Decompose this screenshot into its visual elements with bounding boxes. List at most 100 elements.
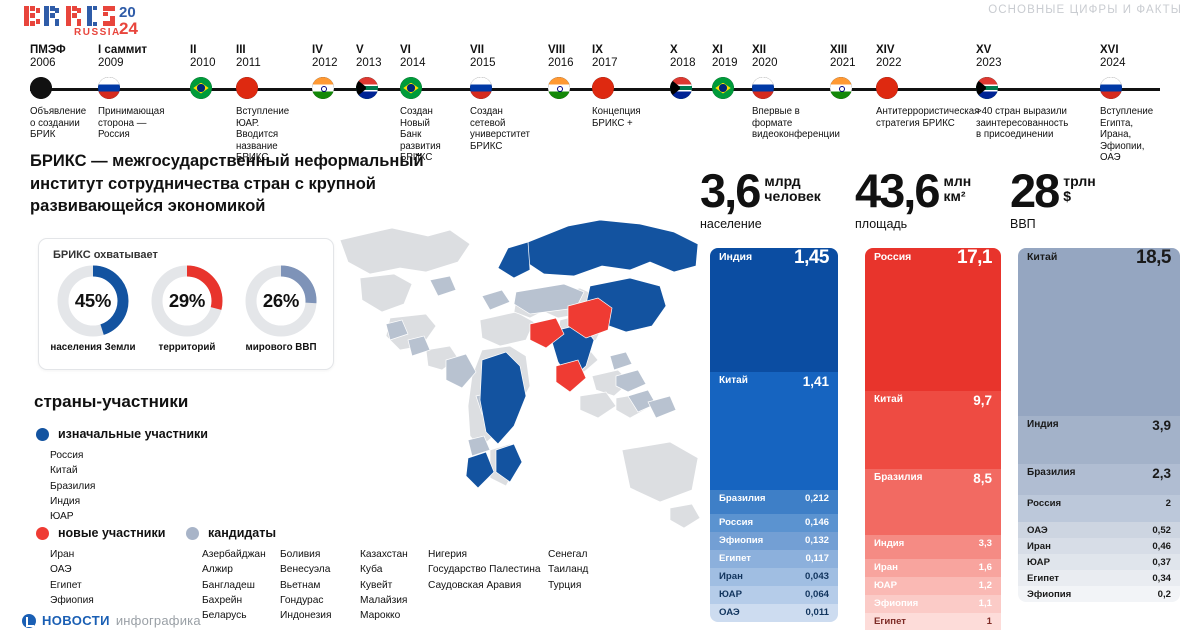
segment-country: ЮАР bbox=[719, 589, 742, 600]
legend-candidates: кандидаты bbox=[186, 526, 276, 540]
segment-country: Бразилия bbox=[874, 472, 923, 483]
segment-value: 0,132 bbox=[804, 535, 829, 546]
stack-segment[interactable]: Индия 1,45 bbox=[710, 248, 838, 372]
donut-ring: 45% bbox=[57, 265, 129, 337]
big-stat-caption: ВВП bbox=[1010, 217, 1036, 231]
timeline-flag-in-icon bbox=[312, 77, 334, 99]
stack-segment[interactable]: Египет 0,117 bbox=[710, 550, 838, 568]
stack-segment[interactable]: Иран 1,6 bbox=[865, 559, 1001, 577]
timeline-summit-number: VII bbox=[470, 44, 485, 56]
country-name: Гондурас bbox=[280, 594, 324, 606]
segment-country: Россия bbox=[874, 251, 912, 263]
timeline-item[interactable]: XVI 2024 Вступление Египта, Ирана, Эфиопии… bbox=[1100, 44, 1153, 163]
segment-country: Индия bbox=[719, 251, 753, 263]
donut-label: населения Земли bbox=[50, 342, 136, 353]
segment-value: 0,52 bbox=[1152, 525, 1171, 536]
stack-segment[interactable]: ЮАР 0,064 bbox=[710, 586, 838, 604]
timeline-summit-number: IX bbox=[592, 44, 603, 56]
timeline-flag-in-icon bbox=[830, 77, 852, 99]
stack-segment[interactable]: Россия 17,1 bbox=[865, 248, 1001, 391]
brand-name: НОВОСТИ bbox=[42, 613, 110, 628]
stack-segment[interactable]: Россия 2 bbox=[1018, 495, 1180, 522]
segment-value: 0,064 bbox=[804, 589, 829, 600]
big-stat-number: 43,6 bbox=[855, 164, 940, 217]
segment-country: Иран bbox=[874, 562, 898, 573]
timeline-item[interactable]: ПМЭФ 2006 Объявление о создании БРИК bbox=[30, 44, 86, 140]
stack-segment[interactable]: ОАЭ 0,52 bbox=[1018, 522, 1180, 538]
timeline-year: 2017 bbox=[592, 57, 618, 69]
timeline-description: >40 стран выразили заинтересованность в … bbox=[976, 106, 1069, 141]
timeline-year: 2023 bbox=[976, 57, 1002, 69]
segment-country: Египет bbox=[874, 616, 906, 627]
timeline-item[interactable]: X 2018 bbox=[670, 44, 696, 99]
timeline-description: Принимающая сторона — Россия bbox=[98, 106, 165, 141]
segment-country: Бразилия bbox=[1027, 467, 1076, 478]
timeline-item[interactable]: XII 2020 Впервые в формате видеоконференци… bbox=[752, 44, 840, 140]
stack-segment[interactable]: Китай 9,7 bbox=[865, 391, 1001, 469]
candidates-column-2: Боливия Венесуэла Вьетнам Гондурас Индонезия bbox=[280, 547, 332, 623]
stack-segment[interactable]: Иран 0,46 bbox=[1018, 538, 1180, 554]
segment-value: 8,5 bbox=[973, 471, 992, 486]
stack-segment[interactable]: Эфиопия 0,2 bbox=[1018, 586, 1180, 602]
timeline-item[interactable]: IV 2012 bbox=[312, 44, 338, 99]
timeline-summit-number: XV bbox=[976, 44, 992, 56]
stack-segment[interactable]: Эфиопия 0,132 bbox=[710, 532, 838, 550]
stack-segment[interactable]: Египет 1 bbox=[865, 613, 1001, 630]
stack-segment[interactable]: Иран 0,043 bbox=[710, 568, 838, 586]
legend-dot-new bbox=[36, 526, 49, 540]
timeline-item[interactable]: VII 2015 Создан сетевой универститет БРИКС bbox=[470, 44, 530, 152]
donut-value: 26% bbox=[262, 290, 300, 311]
segment-value: 1,41 bbox=[802, 374, 829, 389]
timeline-item[interactable]: III 2011 Вступление ЮАР. Вводится название… bbox=[236, 44, 289, 163]
stack-segment[interactable]: Индия 3,3 bbox=[865, 535, 1001, 559]
brics-2024-logo: 20 24 RUSSIA bbox=[24, 4, 138, 38]
timeline-item[interactable]: VIII 2016 bbox=[548, 44, 574, 99]
country-name: Иран bbox=[50, 549, 75, 560]
stack-segment[interactable]: Китай 18,5 bbox=[1018, 248, 1180, 416]
stack-segment[interactable]: Россия 0,146 bbox=[710, 514, 838, 532]
country-name: Китай bbox=[50, 465, 78, 477]
timeline-item[interactable]: I саммит 2009 Принимающая сторона — Россия bbox=[98, 44, 164, 140]
donut-value: 45% bbox=[74, 290, 112, 311]
timeline: ПМЭФ 2006 Объявление о создании БРИК I самм… bbox=[0, 44, 1200, 163]
country-name: Куба bbox=[360, 564, 383, 576]
country-name: Кувейт bbox=[360, 579, 393, 591]
big-stat-number: 28 bbox=[1010, 164, 1060, 217]
stack-segment[interactable]: Индия 3,9 bbox=[1018, 416, 1180, 464]
stack-segment[interactable]: ЮАР 1,2 bbox=[865, 577, 1001, 595]
stack-segment[interactable]: Бразилия 0,212 bbox=[710, 490, 838, 514]
timeline-summit-number: VI bbox=[400, 44, 411, 56]
big-stat-unit: млн км² bbox=[943, 173, 972, 204]
participants-title: страны-участники bbox=[34, 392, 189, 411]
country-name: Беларусь bbox=[202, 610, 247, 622]
segment-value: 0,212 bbox=[804, 493, 829, 504]
stack-segment[interactable]: Бразилия 2,3 bbox=[1018, 464, 1180, 495]
stack-segment[interactable]: Египет 0,34 bbox=[1018, 570, 1180, 586]
timeline-item[interactable]: IX 2017 Концепция БРИКС + bbox=[592, 44, 641, 129]
stack-segment[interactable]: Бразилия 8,5 bbox=[865, 469, 1001, 535]
segment-value: 0,37 bbox=[1152, 557, 1171, 568]
timeline-year: 2014 bbox=[400, 57, 426, 69]
timeline-item[interactable]: XI 2019 bbox=[712, 44, 738, 99]
timeline-year: 2024 bbox=[1100, 57, 1126, 69]
map-new-members bbox=[529, 297, 613, 393]
candidates-column-5: Сенегал Таиланд Турция bbox=[548, 547, 588, 593]
legend-new-members: новые участники bbox=[36, 526, 165, 540]
stack-segment[interactable]: Эфиопия 1,1 bbox=[865, 595, 1001, 613]
timeline-item[interactable]: V 2013 bbox=[356, 44, 382, 99]
stack-segment[interactable]: ЮАР 0,37 bbox=[1018, 554, 1180, 570]
segment-country: ОАЭ bbox=[719, 607, 740, 618]
timeline-flag-cn-icon bbox=[236, 77, 258, 99]
timeline-item[interactable]: II 2010 bbox=[190, 44, 216, 99]
timeline-item[interactable]: XIII 2021 bbox=[830, 44, 856, 99]
timeline-item[interactable]: VI 2014 Создан Новый Банк развития БРИКС bbox=[400, 44, 441, 163]
timeline-flag-ru-icon bbox=[752, 77, 774, 99]
stack-segment[interactable]: Китай 1,41 bbox=[710, 372, 838, 490]
timeline-summit-number: III bbox=[236, 44, 246, 56]
timeline-year: 2019 bbox=[712, 57, 738, 69]
timeline-item[interactable]: XIV 2022 Антитеррористическая стратегия БР… bbox=[876, 44, 979, 129]
timeline-item[interactable]: XV 2023 >40 стран выразили заинтересованно… bbox=[976, 44, 1068, 140]
segment-country: ЮАР bbox=[1027, 557, 1050, 568]
stack-segment[interactable]: ОАЭ 0,011 bbox=[710, 604, 838, 622]
segment-value: 3,3 bbox=[978, 538, 992, 549]
